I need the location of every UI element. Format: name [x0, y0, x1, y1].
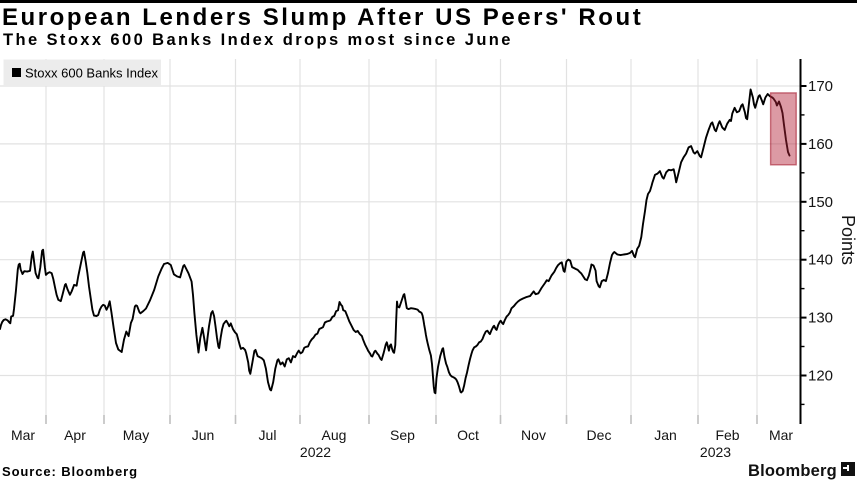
svg-text:140: 140: [808, 252, 833, 269]
svg-text:Aug: Aug: [322, 427, 347, 443]
svg-text:130: 130: [808, 310, 833, 327]
svg-text:Jun: Jun: [192, 427, 215, 443]
svg-text:Feb: Feb: [715, 427, 739, 443]
svg-text:Jul: Jul: [259, 427, 277, 443]
svg-text:Apr: Apr: [64, 427, 86, 443]
svg-text:Mar: Mar: [11, 427, 35, 443]
svg-text:Dec: Dec: [587, 427, 612, 443]
svg-text:170: 170: [808, 78, 833, 95]
svg-text:Jan: Jan: [654, 427, 677, 443]
svg-text:Points: Points: [838, 215, 857, 265]
svg-text:2023: 2023: [700, 444, 731, 460]
svg-text:150: 150: [808, 194, 833, 211]
svg-text:2022: 2022: [300, 444, 331, 460]
svg-text:120: 120: [808, 368, 833, 385]
svg-text:Bloomberg: Bloomberg: [748, 462, 837, 480]
svg-text:Mar: Mar: [769, 427, 793, 443]
svg-text:Sep: Sep: [390, 427, 415, 443]
svg-text:Stoxx 600 Banks Index: Stoxx 600 Banks Index: [25, 66, 158, 81]
svg-text:May: May: [123, 427, 149, 443]
svg-text:160: 160: [808, 136, 833, 153]
svg-text:Oct: Oct: [457, 427, 479, 443]
svg-text:Nov: Nov: [521, 427, 546, 443]
